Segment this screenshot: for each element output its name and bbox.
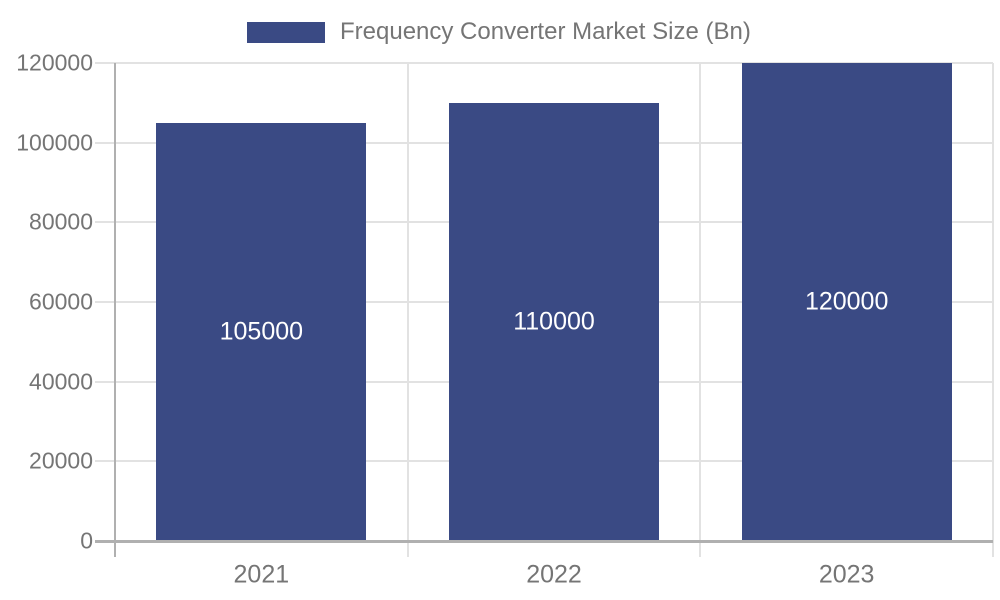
- y-axis-tick-label: 0: [80, 527, 93, 554]
- y-axis-tick-label: 40000: [29, 368, 93, 395]
- x-axis-line: [95, 540, 993, 543]
- bar-value-label: 105000: [219, 317, 304, 346]
- bar: [449, 102, 659, 541]
- legend-swatch: [247, 21, 325, 43]
- y-axis-tick-label: 80000: [29, 208, 93, 235]
- gridline-horizontal: [95, 62, 993, 64]
- x-axis-tick-label: 2021: [233, 560, 290, 589]
- x-axis-tick-label: 2022: [526, 560, 582, 589]
- y-axis-line: [114, 63, 116, 557]
- gridline-vertical: [992, 63, 994, 557]
- y-axis-tick-label: 60000: [29, 288, 93, 315]
- bar: [156, 122, 367, 541]
- x-axis-tick-label: 2023: [818, 560, 875, 589]
- bar: [741, 63, 952, 541]
- bar-value-label: 120000: [804, 287, 889, 316]
- legend-label: Frequency Converter Market Size (Bn): [340, 18, 751, 45]
- y-axis-tick-label: 20000: [29, 447, 93, 474]
- gridline-vertical: [406, 63, 409, 557]
- y-axis-tick-label: 120000: [16, 49, 93, 76]
- gridline-vertical: [699, 63, 702, 557]
- bar-value-label: 110000: [513, 307, 595, 336]
- y-axis-tick-label: 100000: [16, 129, 93, 156]
- legend: Frequency Converter Market Size (Bn): [247, 18, 751, 46]
